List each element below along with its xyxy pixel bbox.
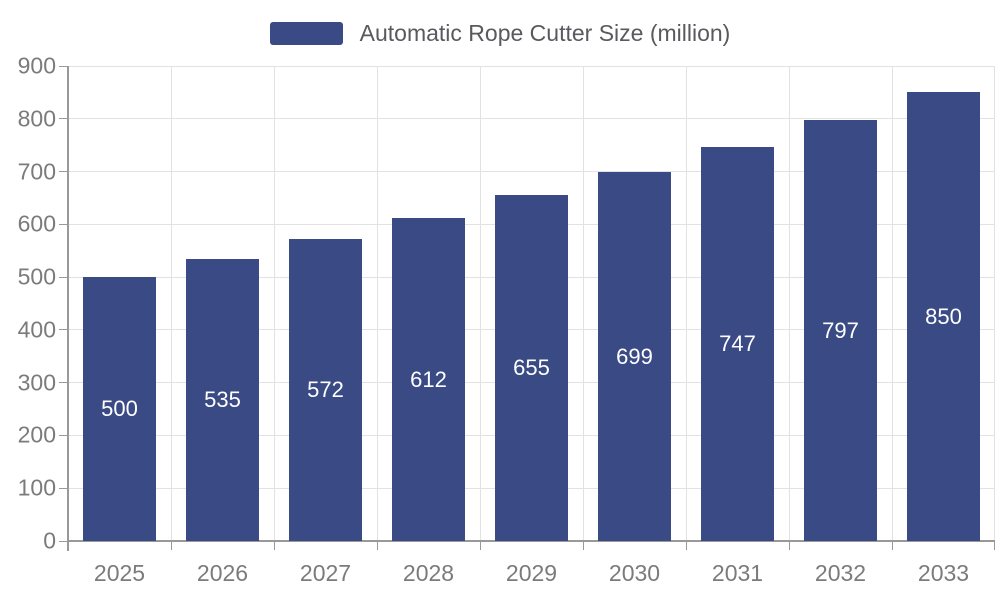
y-axis-tick (59, 382, 67, 384)
x-tick-label: 2029 (505, 560, 558, 586)
y-tick-label: 600 (17, 210, 56, 237)
legend[interactable]: Automatic Rope Cutter Size (million) (0, 20, 1000, 48)
bar-value-label: 572 (307, 377, 344, 403)
y-tick-label: 900 (17, 52, 56, 79)
x-tick-label: 2025 (93, 560, 146, 586)
gridline-vertical (892, 66, 893, 541)
y-tick-label: 800 (17, 105, 56, 132)
y-axis-tick (59, 65, 67, 67)
gridline-vertical (583, 66, 584, 541)
y-tick-label: 0 (43, 527, 56, 554)
x-axis-tick (377, 541, 378, 550)
y-tick-label: 200 (17, 421, 56, 448)
y-tick-label: 400 (17, 316, 56, 343)
y-axis-tick (59, 276, 67, 278)
bar: 699 (598, 172, 671, 541)
bar-value-label: 850 (925, 303, 962, 329)
bar-value-label: 747 (719, 330, 756, 356)
x-tick-label: 2033 (917, 560, 970, 586)
x-tick-label: 2027 (299, 560, 352, 586)
y-tick-label: 100 (17, 474, 56, 501)
x-tick-label: 2026 (196, 560, 249, 586)
legend-swatch (269, 22, 343, 46)
y-axis-tick (59, 540, 67, 542)
y-axis-tick (59, 118, 67, 120)
x-axis-tick (583, 541, 584, 550)
y-tick-label: 300 (17, 369, 56, 396)
bar: 500 (83, 277, 156, 541)
x-axis-tick (892, 541, 893, 550)
bar: 655 (495, 195, 568, 541)
bar-value-label: 655 (513, 355, 550, 381)
bar: 797 (804, 120, 877, 541)
gridline-horizontal (68, 65, 995, 67)
bar: 850 (907, 92, 980, 541)
x-axis-tick (274, 541, 275, 550)
gridline-vertical (171, 66, 172, 541)
bar-value-label: 535 (204, 386, 241, 412)
y-axis-tick (59, 171, 67, 173)
y-axis-tick (59, 487, 67, 489)
bar: 747 (701, 146, 774, 541)
bar-value-label: 699 (616, 343, 653, 369)
y-axis-tick (59, 223, 67, 225)
gridline-vertical (480, 66, 481, 541)
x-axis-tick (994, 541, 995, 550)
y-axis-tick (59, 434, 67, 436)
bar-value-label: 500 (101, 396, 138, 422)
plot-area: 0 100 200 300 400 500 600 700 800 900 500 2025 535 20… (18, 54, 995, 585)
bar-value-label: 797 (822, 317, 859, 343)
x-tick-label: 2032 (814, 560, 867, 586)
x-axis-tick (480, 541, 481, 550)
gridline-vertical (274, 66, 275, 541)
x-axis-tick (686, 541, 687, 550)
bar: 572 (289, 239, 362, 541)
bar: 535 (186, 258, 259, 541)
y-tick-label: 500 (17, 263, 56, 290)
x-tick-label: 2031 (711, 560, 764, 586)
gridline-horizontal (68, 118, 995, 120)
bar: 612 (392, 218, 465, 541)
legend-label: Automatic Rope Cutter Size (million) (359, 20, 731, 46)
x-tick-label: 2030 (608, 560, 661, 586)
y-axis-tick (59, 329, 67, 331)
x-axis-tick (171, 541, 172, 550)
gridline-vertical (994, 66, 995, 541)
gridline-horizontal (68, 171, 995, 173)
x-axis-line (67, 540, 995, 542)
bar-value-label: 612 (410, 366, 447, 392)
gridline-vertical (686, 66, 687, 541)
y-tick-label: 700 (17, 158, 56, 185)
y-axis-line (67, 66, 69, 551)
x-tick-label: 2028 (402, 560, 455, 586)
gridline-vertical (789, 66, 790, 541)
x-axis-tick (789, 541, 790, 550)
gridline-vertical (377, 66, 378, 541)
